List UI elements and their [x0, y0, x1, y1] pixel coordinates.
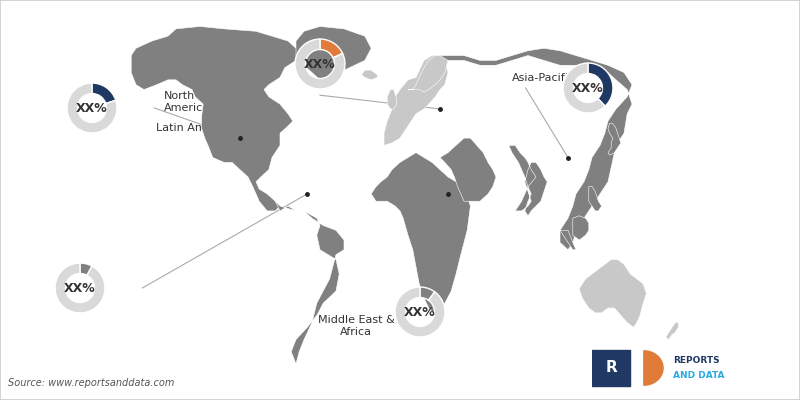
Polygon shape	[408, 56, 448, 92]
Polygon shape	[296, 26, 371, 85]
Polygon shape	[509, 145, 547, 216]
Text: Middle East &
Africa: Middle East & Africa	[318, 315, 394, 337]
Text: Source: www.reportsanddata.com: Source: www.reportsanddata.com	[8, 378, 174, 388]
Polygon shape	[644, 351, 663, 385]
Polygon shape	[440, 48, 632, 250]
Wedge shape	[420, 287, 434, 300]
Polygon shape	[131, 26, 301, 211]
Wedge shape	[295, 39, 345, 89]
Text: AND DATA: AND DATA	[673, 372, 724, 380]
Text: Asia-Pacific: Asia-Pacific	[512, 73, 575, 83]
Polygon shape	[440, 138, 496, 201]
Wedge shape	[563, 63, 605, 113]
Text: XX%: XX%	[76, 102, 108, 114]
Wedge shape	[320, 39, 342, 58]
Text: XX%: XX%	[572, 82, 604, 94]
Polygon shape	[608, 124, 621, 155]
Wedge shape	[588, 63, 613, 106]
Polygon shape	[275, 201, 344, 371]
Polygon shape	[384, 56, 448, 145]
Polygon shape	[387, 90, 397, 109]
Text: XX%: XX%	[404, 306, 436, 318]
Polygon shape	[560, 230, 576, 250]
Text: Europe: Europe	[301, 37, 339, 47]
Wedge shape	[395, 287, 445, 337]
Wedge shape	[80, 263, 92, 275]
Wedge shape	[67, 83, 117, 133]
Text: REPORTS: REPORTS	[673, 356, 719, 365]
Wedge shape	[92, 83, 116, 104]
Wedge shape	[55, 263, 105, 313]
Bar	[592, 350, 630, 386]
Text: XX%: XX%	[64, 282, 96, 294]
Polygon shape	[579, 260, 646, 328]
Text: Latin America: Latin America	[156, 123, 234, 133]
Text: XX%: XX%	[304, 58, 336, 70]
Text: North
America: North America	[164, 91, 210, 113]
Polygon shape	[589, 187, 602, 211]
Text: R: R	[606, 360, 617, 375]
Polygon shape	[666, 322, 678, 340]
Polygon shape	[371, 153, 470, 315]
Polygon shape	[573, 216, 589, 240]
Polygon shape	[362, 70, 378, 80]
